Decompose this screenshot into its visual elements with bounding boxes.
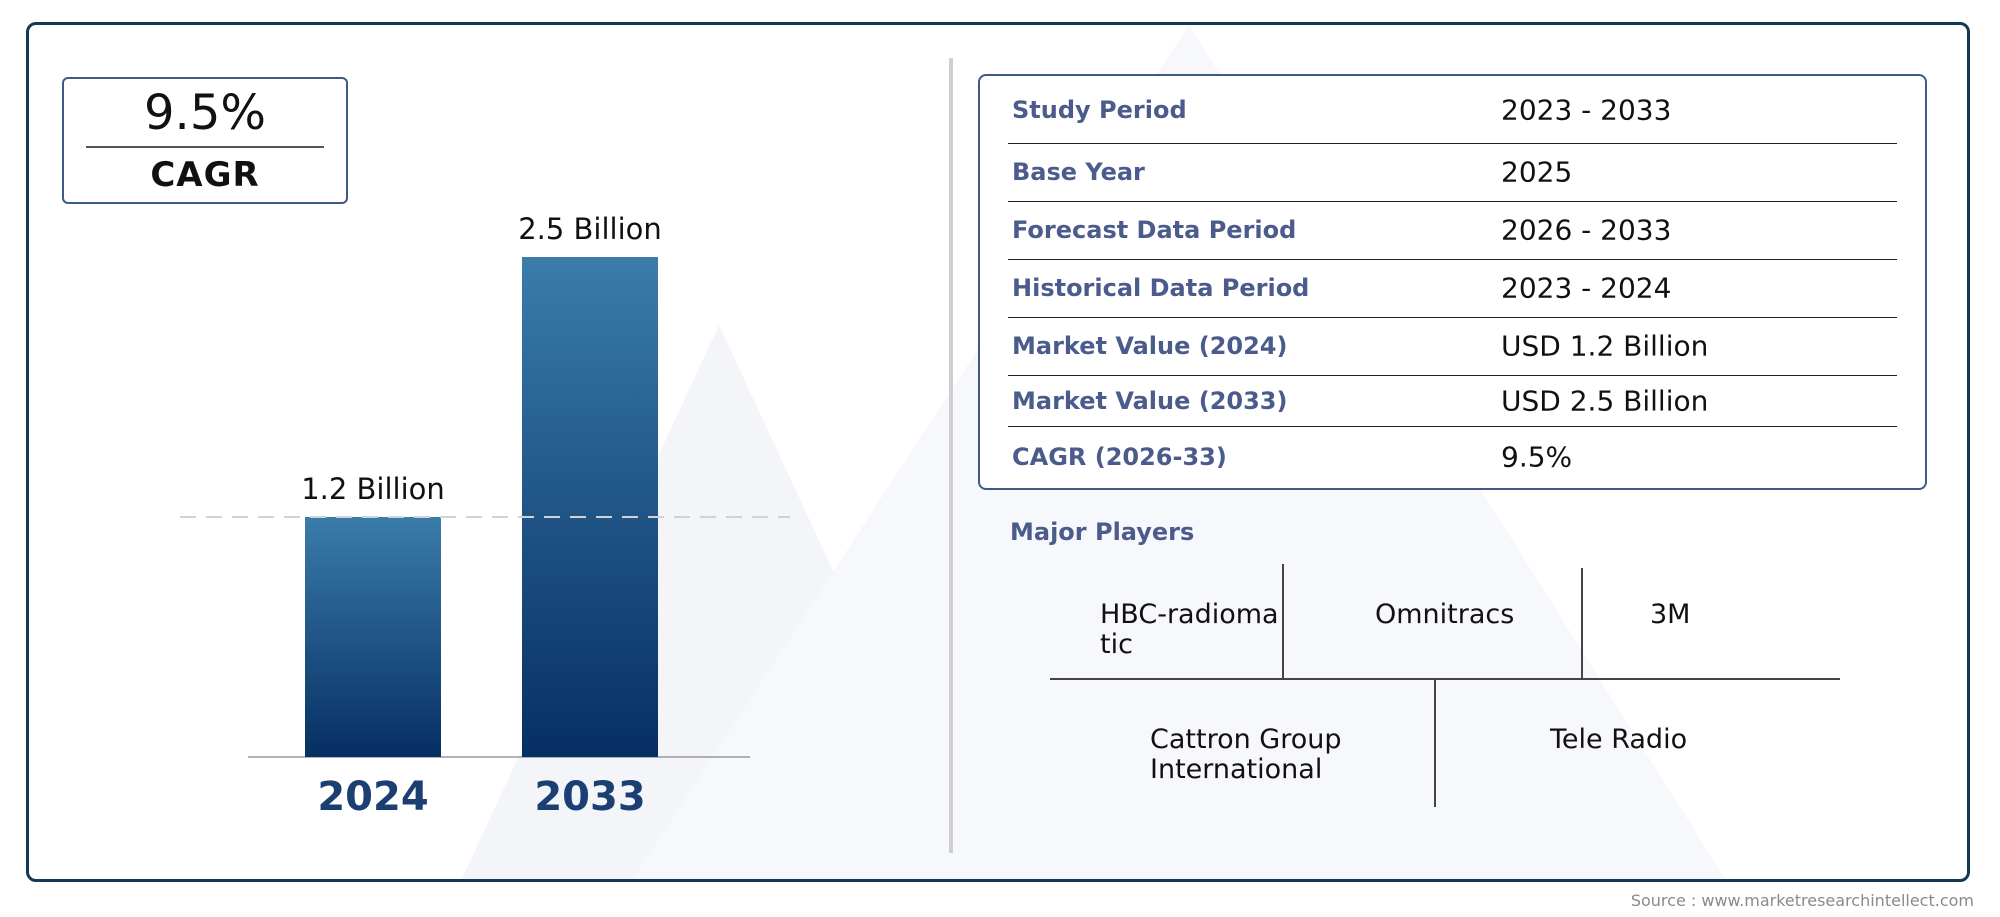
player-name-line: 3M (1650, 599, 1691, 630)
player-name: 3M (1650, 600, 1690, 630)
info-value: USD 1.2 Billion (1501, 329, 1709, 363)
bar-value-label: 2.5 Billion (518, 212, 662, 246)
info-row: Forecast Data Period 2026 - 2033 (1008, 201, 1897, 260)
cagr-divider (86, 146, 324, 148)
player-name-line: HBC-radioma (1100, 599, 1279, 630)
info-row: CAGR (2026-33) 9.5% (1008, 426, 1897, 488)
player-name: HBC-radioma tic (1100, 600, 1279, 660)
grid-divider (1050, 678, 1840, 680)
info-label: Market Value (2033) (1012, 386, 1288, 415)
cagr-label: CAGR (150, 155, 260, 195)
cagr-value: 9.5% (144, 85, 266, 141)
grid-divider (1282, 564, 1284, 678)
info-value: 2023 - 2024 (1501, 271, 1672, 305)
info-label: Study Period (1012, 95, 1187, 124)
player-name: Omnitracs (1375, 600, 1514, 630)
info-label: Base Year (1012, 158, 1145, 186)
major-players-title: Major Players (1010, 518, 1195, 546)
info-label: Forecast Data Period (1012, 216, 1297, 244)
category-label: 2024 (317, 774, 428, 820)
info-value: USD 2.5 Billion (1501, 384, 1709, 417)
market-bar-chart: 1.2 Billion 2024 2.5 Billion 2033 (180, 212, 790, 820)
player-name-line: Cattron Group (1150, 724, 1342, 755)
info-value: 2023 - 2033 (1501, 93, 1672, 126)
info-value: 2025 (1501, 155, 1573, 189)
info-row: Market Value (2033) USD 2.5 Billion (1008, 375, 1897, 427)
player-name: Tele Radio (1550, 725, 1687, 755)
cagr-card: 9.5% CAGR (62, 77, 348, 204)
bar-value-label: 1.2 Billion (301, 472, 445, 506)
player-name-line: Tele Radio (1550, 724, 1688, 755)
info-value: 2026 - 2033 (1501, 213, 1672, 247)
player-name: Cattron Group International (1150, 725, 1342, 785)
bar-2033 (522, 257, 658, 757)
category-label: 2033 (534, 774, 645, 820)
info-row: Base Year 2025 (1008, 143, 1897, 202)
player-name-line: tic (1100, 629, 1133, 660)
info-label: Market Value (2024) (1012, 332, 1288, 360)
grid-divider (1581, 568, 1583, 678)
info-label: Historical Data Period (1012, 274, 1310, 302)
bar-2024 (305, 517, 441, 757)
vertical-divider (949, 58, 953, 853)
player-name-line: Omnitracs (1375, 599, 1515, 630)
source-note: Source : www.marketresearchintellect.com (1630, 891, 1974, 910)
player-name-line: International (1150, 754, 1323, 785)
info-row: Historical Data Period 2023 - 2024 (1008, 259, 1897, 318)
info-row: Market Value (2024) USD 1.2 Billion (1008, 317, 1897, 376)
grid-divider (1434, 679, 1436, 807)
info-row: Study Period 2023 - 2033 (1008, 76, 1897, 144)
info-label: CAGR (2026-33) (1012, 443, 1227, 471)
info-value: 9.5% (1501, 440, 1573, 474)
market-info-table: Study Period 2023 - 2033 Base Year 2025 Fore… (978, 74, 1927, 490)
